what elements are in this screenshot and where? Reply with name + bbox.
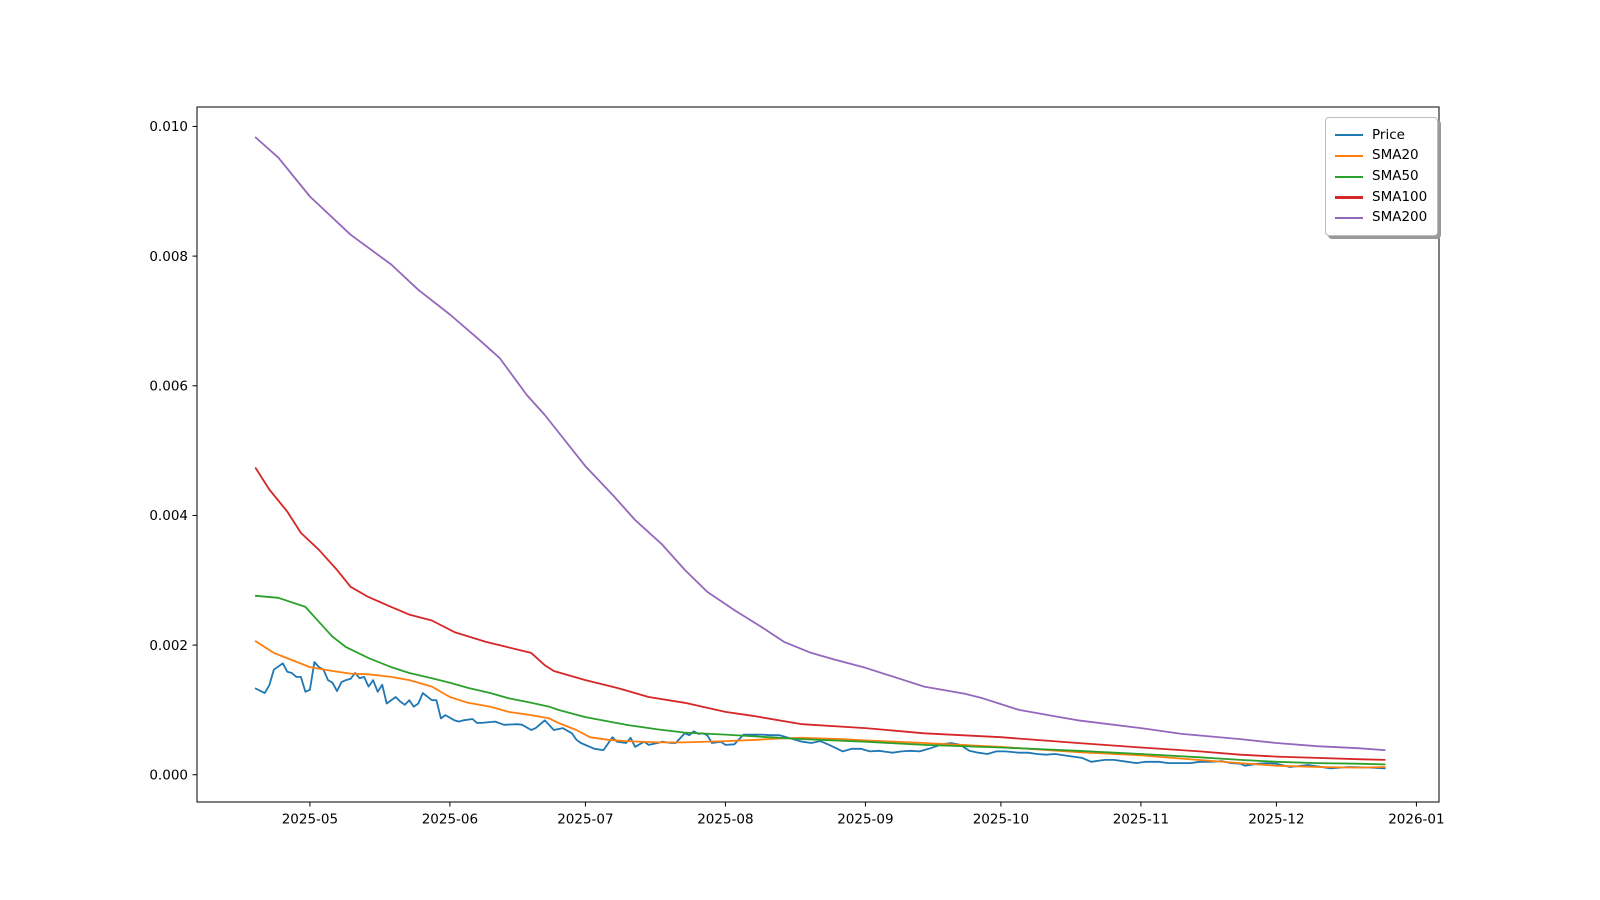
legend-line-swatch bbox=[1335, 175, 1363, 178]
legend-line-swatch bbox=[1335, 134, 1363, 137]
legend: Price SMA20 SMA50 SMA100 SMA200 bbox=[1325, 117, 1439, 237]
series-line-sma50 bbox=[254, 594, 1386, 766]
x-tick-label: 2025-07 bbox=[557, 812, 613, 828]
x-tick-label: 2025-11 bbox=[1113, 812, 1169, 828]
legend-item-sma100: SMA100 bbox=[1335, 187, 1427, 208]
x-tick-label: 2025-08 bbox=[697, 812, 753, 828]
y-tick-label: 0.002 bbox=[149, 638, 188, 654]
x-tick-label: 2026-01 bbox=[1388, 812, 1444, 828]
legend-line-swatch bbox=[1335, 196, 1363, 199]
legend-label: SMA50 bbox=[1372, 167, 1419, 184]
legend-label: SMA20 bbox=[1372, 147, 1419, 164]
legend-label: SMA100 bbox=[1372, 188, 1428, 205]
legend-item-price: Price bbox=[1335, 125, 1427, 146]
y-tick-label: 0.008 bbox=[149, 249, 188, 265]
y-tick-label: 0.006 bbox=[149, 379, 188, 395]
legend-line-swatch bbox=[1335, 217, 1363, 220]
series-line-sma200 bbox=[254, 136, 1386, 751]
series-line-sma20 bbox=[254, 640, 1386, 769]
x-tick-label: 2025-06 bbox=[422, 812, 478, 828]
x-tick-label: 2025-05 bbox=[282, 812, 338, 828]
legend-item-sma50: SMA50 bbox=[1335, 166, 1427, 187]
x-tick-label: 2025-12 bbox=[1248, 812, 1304, 828]
legend-item-sma20: SMA20 bbox=[1335, 146, 1427, 167]
y-tick-label: 0.000 bbox=[149, 768, 188, 784]
legend-label: SMA200 bbox=[1372, 209, 1428, 226]
legend-item-sma200: SMA200 bbox=[1335, 208, 1427, 229]
y-tick-label: 0.010 bbox=[149, 119, 188, 135]
y-tick-label: 0.004 bbox=[149, 508, 188, 524]
legend-line-swatch bbox=[1335, 154, 1363, 158]
x-tick-label: 2025-09 bbox=[837, 812, 893, 828]
axes-spines bbox=[196, 106, 1440, 803]
x-tick-label: 2025-10 bbox=[973, 812, 1029, 828]
legend-label: Price bbox=[1372, 126, 1405, 143]
series-line-sma100 bbox=[254, 467, 1386, 761]
